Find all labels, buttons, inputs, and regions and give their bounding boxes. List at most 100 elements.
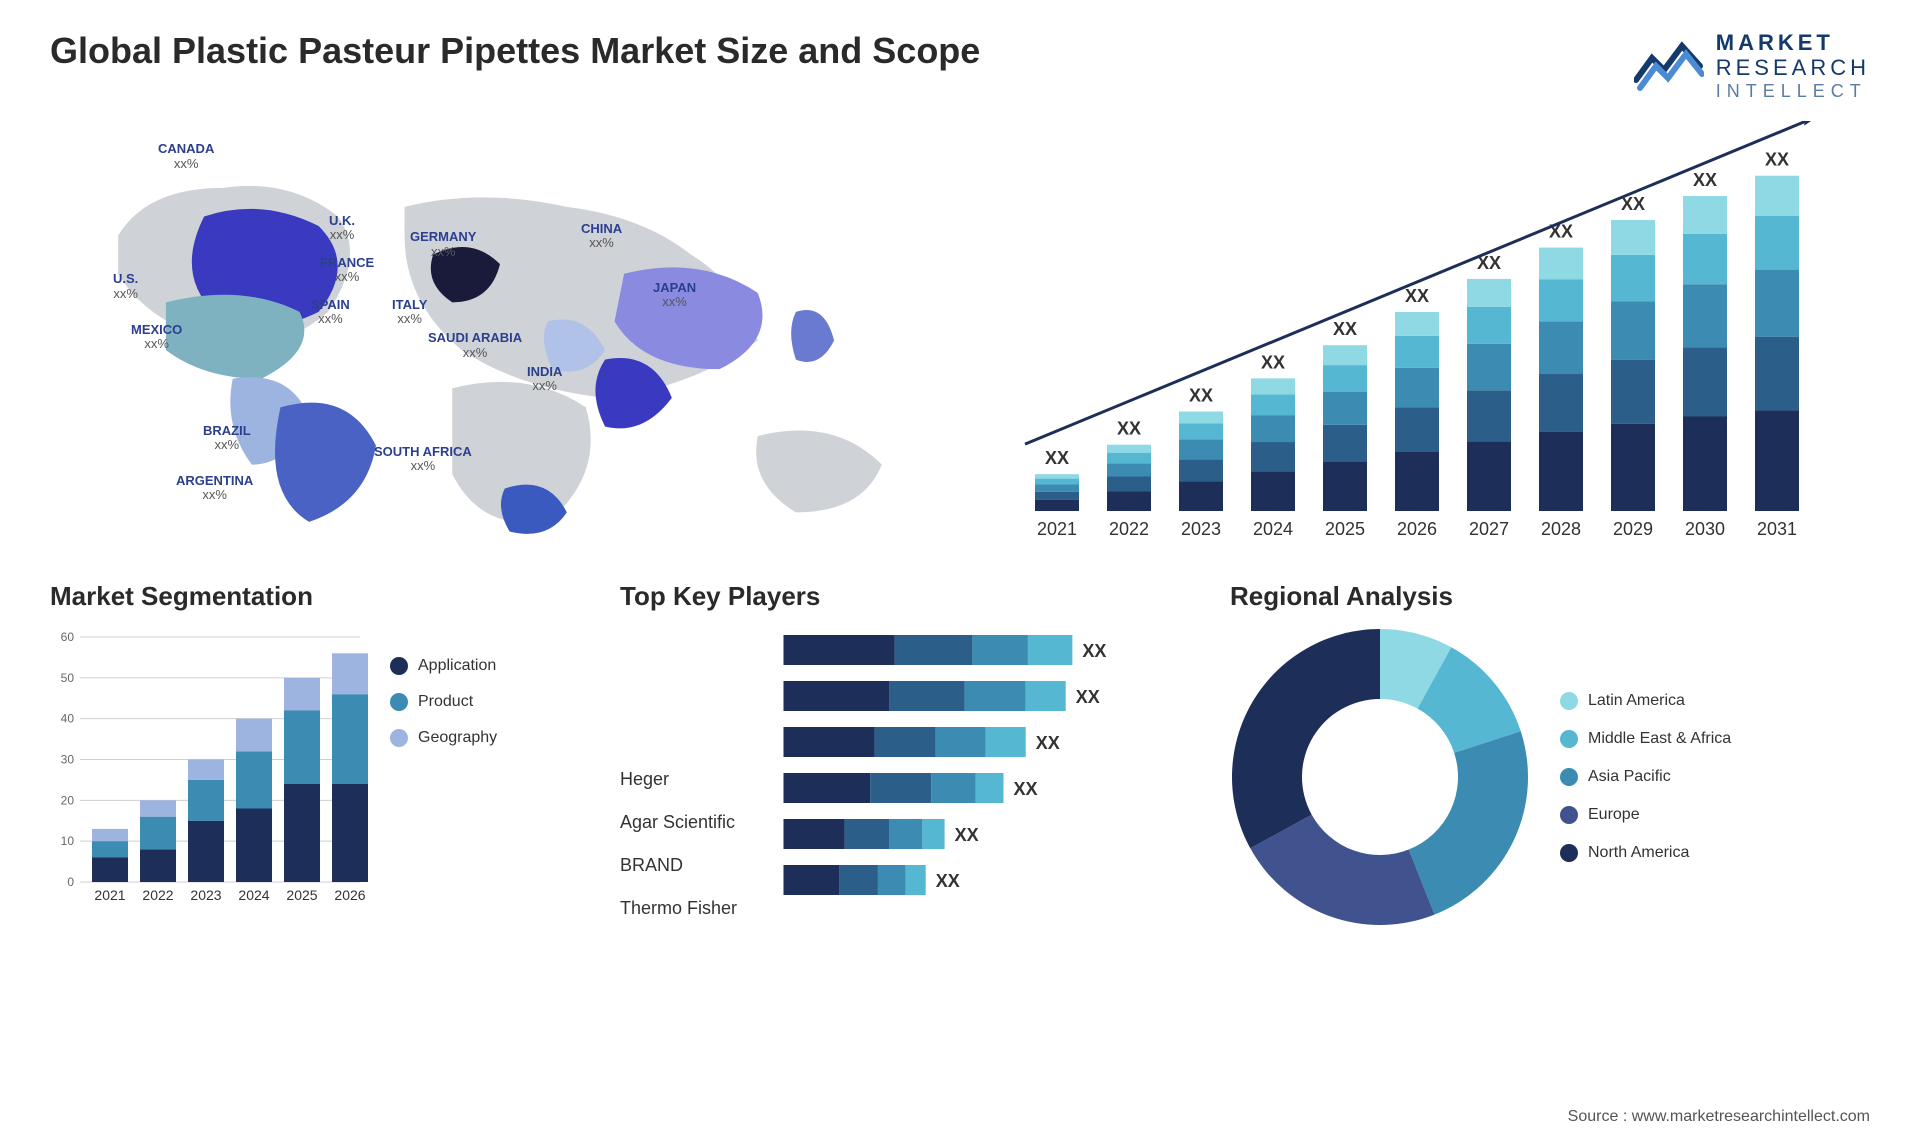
growth-bar-chart: XX 2021 XX 2022 XX 2023 XX 2024 XX 2025 XX 2026 XX 20…	[980, 121, 1870, 541]
regional-legend: Latin America Middle East & Africa Asia Pa…	[1560, 692, 1731, 862]
svg-text:60: 60	[61, 630, 75, 644]
world-map-panel: CANADAxx% U.S.xx% MEXICOxx% BRAZILxx% ARGENT…	[50, 121, 950, 541]
map-label: CHINAxx%	[581, 222, 622, 251]
legend-label: Geography	[418, 729, 497, 747]
svg-text:2029: 2029	[1613, 519, 1653, 539]
brand-logo: MARKET RESEARCH INTELLECT	[1634, 30, 1870, 101]
svg-text:XX: XX	[1036, 733, 1060, 753]
svg-text:2031: 2031	[1757, 519, 1797, 539]
legend-item: Asia Pacific	[1560, 768, 1731, 786]
svg-text:2022: 2022	[142, 887, 173, 903]
svg-text:XX: XX	[1014, 779, 1038, 799]
regional-donut-chart	[1230, 627, 1530, 927]
svg-text:2030: 2030	[1685, 519, 1725, 539]
legend-label: Application	[418, 657, 496, 675]
segmentation-legend: Application Product Geography	[390, 627, 497, 747]
legend-dot-icon	[390, 657, 408, 675]
legend-dot-icon	[1560, 692, 1578, 710]
regional-panel: Regional Analysis Latin America Middle Ea…	[1230, 581, 1870, 927]
svg-text:2023: 2023	[190, 887, 221, 903]
map-label: INDIAxx%	[527, 365, 562, 394]
legend-label: Asia Pacific	[1588, 768, 1671, 786]
svg-text:2024: 2024	[238, 887, 269, 903]
svg-text:2023: 2023	[1181, 519, 1221, 539]
player-name: BRAND	[620, 855, 737, 876]
legend-label: Latin America	[1588, 692, 1685, 710]
legend-dot-icon	[1560, 768, 1578, 786]
legend-label: Product	[418, 693, 473, 711]
legend-item: Europe	[1560, 806, 1731, 824]
map-label: SPAINxx%	[311, 298, 350, 327]
map-label: SOUTH AFRICAxx%	[374, 445, 472, 474]
legend-dot-icon	[390, 729, 408, 747]
map-label: ITALYxx%	[392, 298, 427, 327]
svg-text:XX: XX	[1045, 448, 1069, 468]
segmentation-chart: 0 10 20 30 40 50 60 2021 2022 2023 2024 2025 2026	[50, 627, 370, 907]
players-bar-chart: XXXXXXXXXXXX	[757, 627, 1180, 927]
svg-text:XX: XX	[1189, 386, 1213, 406]
svg-text:2028: 2028	[1541, 519, 1581, 539]
legend-item: North America	[1560, 844, 1731, 862]
players-panel: Top Key Players Heger Agar Scientific BRAN…	[620, 581, 1180, 927]
segmentation-panel: Market Segmentation 01020304050602021202…	[50, 581, 570, 927]
legend-label: Europe	[1588, 806, 1640, 824]
legend-item: Geography	[390, 729, 497, 747]
source-attribution: Source : www.marketresearchintellect.com	[1568, 1108, 1870, 1126]
legend-item: Application	[390, 657, 497, 675]
map-label: U.K.xx%	[329, 214, 355, 243]
player-name: Heger	[620, 769, 737, 790]
bottom-row: Market Segmentation 01020304050602021202…	[50, 581, 1870, 927]
map-label: GERMANYxx%	[410, 230, 476, 259]
svg-text:0: 0	[67, 875, 74, 889]
svg-text:XX: XX	[1076, 687, 1100, 707]
svg-text:XX: XX	[1765, 150, 1789, 170]
svg-text:2024: 2024	[1253, 519, 1293, 539]
map-label: U.S.xx%	[113, 272, 138, 301]
header-row: Global Plastic Pasteur Pipettes Market S…	[50, 30, 1870, 101]
svg-text:20: 20	[61, 794, 75, 808]
legend-label: Middle East & Africa	[1588, 730, 1731, 748]
svg-text:XX: XX	[1117, 419, 1141, 439]
svg-text:2027: 2027	[1469, 519, 1509, 539]
player-name: Agar Scientific	[620, 812, 737, 833]
svg-text:2021: 2021	[1037, 519, 1077, 539]
legend-label: North America	[1588, 844, 1689, 862]
svg-text:XX: XX	[1261, 353, 1285, 373]
svg-text:2025: 2025	[286, 887, 317, 903]
map-label: SAUDI ARABIAxx%	[428, 331, 522, 360]
svg-text:XX: XX	[1405, 286, 1429, 306]
legend-item: Middle East & Africa	[1560, 730, 1731, 748]
svg-text:2026: 2026	[334, 887, 365, 903]
svg-text:2022: 2022	[1109, 519, 1149, 539]
svg-text:XX: XX	[1082, 641, 1106, 661]
regional-title: Regional Analysis	[1230, 581, 1870, 612]
map-label: ARGENTINAxx%	[176, 474, 253, 503]
svg-text:2026: 2026	[1397, 519, 1437, 539]
svg-text:2025: 2025	[1325, 519, 1365, 539]
legend-dot-icon	[1560, 730, 1578, 748]
legend-dot-icon	[1560, 806, 1578, 824]
logo-mark-icon	[1634, 38, 1704, 93]
svg-text:2021: 2021	[94, 887, 125, 903]
legend-item: Latin America	[1560, 692, 1731, 710]
players-title: Top Key Players	[620, 581, 1180, 612]
legend-item: Product	[390, 693, 497, 711]
logo-line-1: MARKET	[1716, 30, 1870, 55]
map-label: JAPANxx%	[653, 281, 696, 310]
page-title: Global Plastic Pasteur Pipettes Market S…	[50, 30, 980, 72]
logo-line-2: RESEARCH	[1716, 55, 1870, 80]
svg-text:10: 10	[61, 834, 75, 848]
map-label: CANADAxx%	[158, 142, 214, 171]
svg-text:XX: XX	[1693, 170, 1717, 190]
players-name-list: HegerAgar ScientificBRANDThermo Fisher	[620, 627, 737, 927]
svg-text:30: 30	[61, 753, 75, 767]
legend-dot-icon	[390, 693, 408, 711]
map-label: MEXICOxx%	[131, 323, 182, 352]
logo-line-3: INTELLECT	[1716, 81, 1870, 102]
legend-dot-icon	[1560, 844, 1578, 862]
map-label: BRAZILxx%	[203, 424, 251, 453]
svg-text:50: 50	[61, 671, 75, 685]
svg-text:40: 40	[61, 712, 75, 726]
top-row: CANADAxx% U.S.xx% MEXICOxx% BRAZILxx% ARGENT…	[50, 121, 1870, 541]
svg-text:XX: XX	[936, 871, 960, 891]
